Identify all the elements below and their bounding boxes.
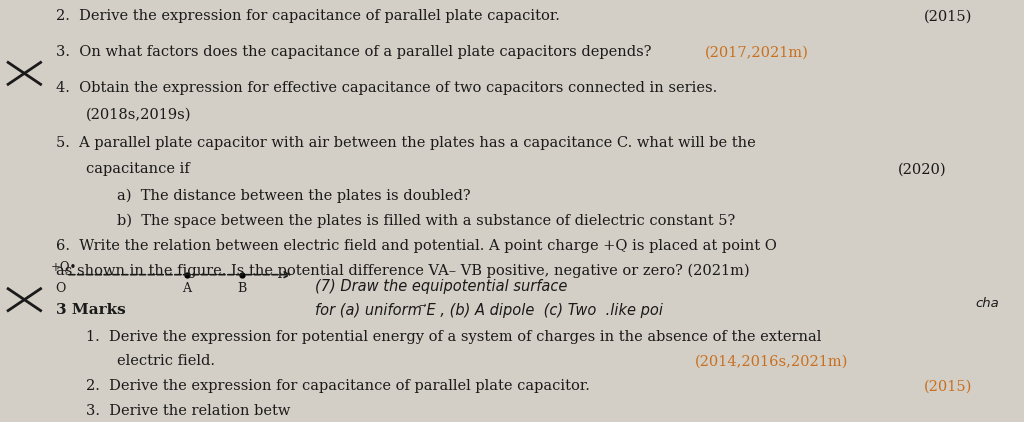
Text: 6.  Write the relation between electric field and potential. A point charge +Q i: 6. Write the relation between electric f…: [56, 239, 776, 253]
Text: for (a) uniform ⃗E , (b) A dipole  (c) Two  .like poi: for (a) uniform ⃗E , (b) A dipole (c) Tw…: [314, 303, 663, 319]
Text: (2017,2021m): (2017,2021m): [706, 45, 809, 59]
Text: 1.  Derive the expression for potential energy of a system of charges in the abs: 1. Derive the expression for potential e…: [86, 330, 821, 344]
Text: (7) Draw the equipotential surface: (7) Draw the equipotential surface: [314, 279, 567, 295]
Text: cha: cha: [976, 297, 999, 310]
Text: as shown in the figure. Is the potential difference VA– VB positive, negative or: as shown in the figure. Is the potential…: [56, 264, 750, 278]
Text: 3.  Derive the relation betw: 3. Derive the relation betw: [86, 404, 291, 418]
Text: 2.  Derive the expression for capacitance of parallel plate capacitor.: 2. Derive the expression for capacitance…: [86, 379, 590, 393]
Text: (2014,2016s,2021m): (2014,2016s,2021m): [695, 354, 849, 368]
Text: (2020): (2020): [898, 162, 947, 176]
Text: O: O: [55, 282, 67, 295]
Text: 3.  On what factors does the capacitance of a parallel plate capacitors depends?: 3. On what factors does the capacitance …: [56, 45, 651, 59]
Text: (2018s,2019s): (2018s,2019s): [86, 108, 191, 122]
Text: 4.  Obtain the expression for effective capacitance of two capacitors connected : 4. Obtain the expression for effective c…: [56, 81, 717, 95]
Text: a)  The distance between the plates is doubled?: a) The distance between the plates is do…: [117, 189, 470, 203]
Text: 2.  Derive the expression for capacitance of parallel plate capacitor.: 2. Derive the expression for capacitance…: [56, 9, 560, 23]
Text: electric field.: electric field.: [117, 354, 215, 368]
Text: +Q•: +Q•: [51, 260, 77, 273]
Text: b)  The space between the plates is filled with a substance of dielectric consta: b) The space between the plates is fille…: [117, 214, 735, 228]
Text: (2015): (2015): [924, 9, 972, 23]
Text: A: A: [182, 282, 191, 295]
Text: 5.  A parallel plate capacitor with air between the plates has a capacitance C. : 5. A parallel plate capacitor with air b…: [56, 136, 756, 150]
Text: 3 Marks: 3 Marks: [56, 303, 126, 317]
Text: capacitance if: capacitance if: [86, 162, 190, 176]
Text: (2015): (2015): [924, 379, 972, 393]
Text: B: B: [238, 282, 247, 295]
